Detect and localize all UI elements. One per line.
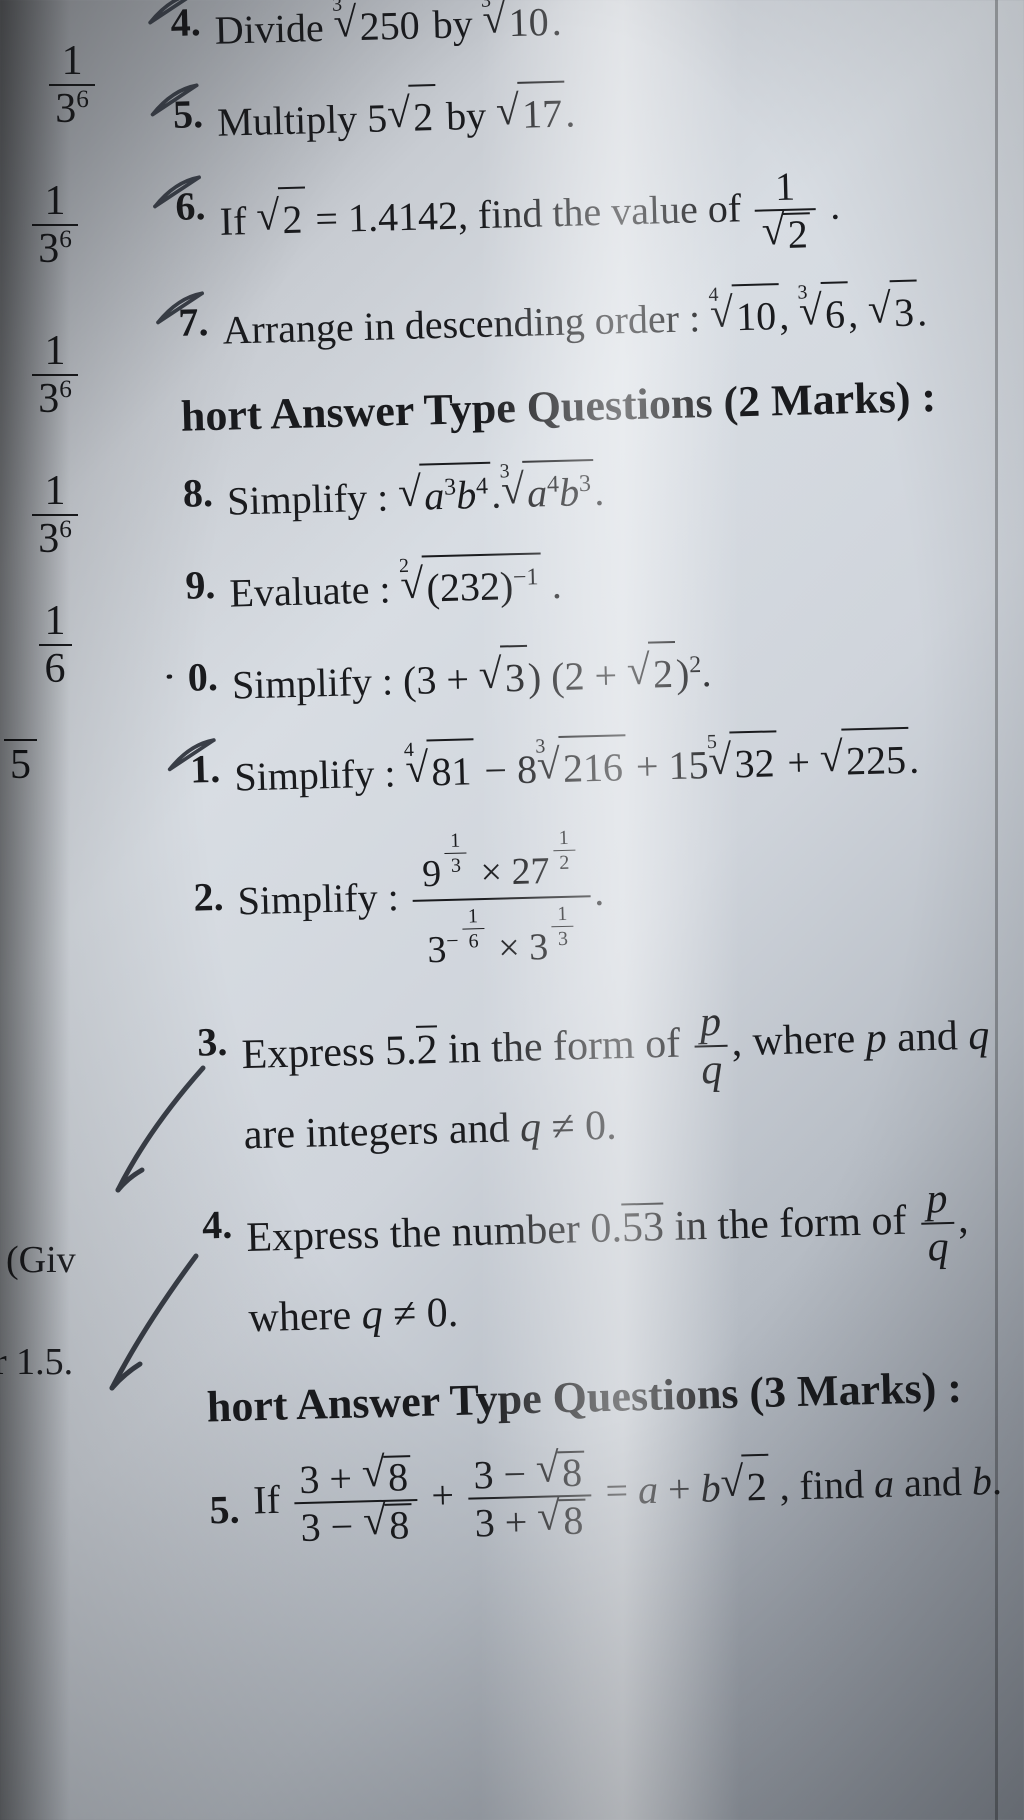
qnum-8-text: 8. bbox=[182, 470, 213, 516]
margin-frac-3: 136 bbox=[0, 330, 110, 420]
qnum-12: 2. bbox=[152, 837, 238, 922]
qnum-14-text: 4. bbox=[202, 1202, 233, 1248]
qnum-4-text: 4. bbox=[170, 0, 201, 45]
qnum-5: 5. bbox=[132, 90, 217, 139]
side-note-r15: r 1.5. bbox=[0, 1340, 73, 1384]
qnum-10: ··0. bbox=[147, 653, 232, 702]
qnum-7: 7. bbox=[138, 298, 223, 347]
qnum-7-text: 7. bbox=[178, 299, 209, 345]
qtext-4: Divide 3250 by 310. bbox=[214, 0, 1001, 62]
qnum-6-text: 6. bbox=[175, 183, 206, 229]
margin-frac-1: = 136 bbox=[0, 40, 110, 130]
qtext-10: Simplify : (3 + 3) (2 + 2)2. bbox=[231, 632, 1018, 717]
qtext-11: Simplify : 481 − 83216 + 15532 + 225. bbox=[234, 724, 1021, 809]
margin-frac-6: 5 bbox=[0, 735, 114, 785]
page-shade-left-overlay bbox=[0, 0, 70, 1820]
qnum-15-text: 5. bbox=[209, 1486, 240, 1532]
qnum-8: 8. bbox=[142, 469, 227, 518]
question-12: 2. Simplify : 913 × 2712 3−16 × 313 . bbox=[152, 816, 1024, 976]
qtext-8: Simplify : a3b4.3a4b3. bbox=[226, 448, 1013, 533]
qnum-14: 4. bbox=[161, 1197, 246, 1250]
heading-short-answer-3m: hort Answer Type Questions (3 Marks) : bbox=[206, 1359, 1024, 1432]
question-9: 9. Evaluate : 2(232)−1 . bbox=[145, 540, 1016, 627]
margin-frac-2: 136 bbox=[0, 180, 110, 270]
question-14: 4. Express the number 0.53 in the form o… bbox=[161, 1176, 1024, 1354]
question-13: 3. Express 5.2 in the form of pq, where … bbox=[157, 993, 1024, 1171]
margin-frac-5: 16 bbox=[0, 600, 110, 690]
qnum-9: 9. bbox=[145, 561, 230, 610]
margin-frac-4: 136 bbox=[0, 470, 110, 560]
qtext-6: If 2 = 1.4142, find the value of 12 . bbox=[219, 161, 1007, 270]
qnum-12-text: 2. bbox=[193, 874, 224, 920]
qnum-15: 5. bbox=[168, 1459, 254, 1534]
question-10: ··0. Simplify : (3 + 3) (2 + 2)2. bbox=[147, 632, 1018, 719]
side-note-giv: (Giv bbox=[6, 1238, 76, 1282]
qnum-6: 6. bbox=[135, 182, 220, 231]
qtext-12: Simplify : 913 × 2712 3−16 × 313 . bbox=[236, 816, 1024, 974]
question-6: 6. If 2 = 1.4142, find the value of 12 . bbox=[135, 161, 1007, 272]
qnum-11: 1. bbox=[150, 745, 235, 794]
qtext-13: Express 5.2 in the form of pq, where p a… bbox=[241, 993, 1024, 1169]
question-4: 4. Divide 3250 by 310. bbox=[130, 0, 1001, 64]
qnum-11-text: 1. bbox=[190, 746, 221, 792]
qnum-5-text: 5. bbox=[172, 91, 203, 137]
qnum-13: 3. bbox=[157, 1014, 242, 1067]
question-11: 1. Simplify : 481 − 83216 + 15532 + 225. bbox=[150, 724, 1021, 811]
qnum-13-text: 3. bbox=[197, 1019, 228, 1065]
main-content-column: 4. Divide 3250 by 310. 5. Multiply 52 by… bbox=[130, 0, 1024, 1579]
question-7: 7. Arrange in descending order : 410, 36… bbox=[138, 277, 1009, 364]
question-5: 5. Multiply 52 by 17. bbox=[132, 69, 1003, 156]
qnum-4: 4. bbox=[130, 0, 215, 47]
qtext-15: If 3 + 8 3 − 8 + 3 − 8 3 + 8 = a + b2 , … bbox=[252, 1438, 1024, 1549]
qnum-10-text: 0. bbox=[187, 654, 218, 700]
qtext-5: Multiply 52 by 17. bbox=[216, 69, 1003, 154]
qtext-14: Express the number 0.53 in the form of p… bbox=[245, 1176, 1024, 1352]
qtext-9: Evaluate : 2(232)−1 . bbox=[229, 540, 1016, 625]
question-8: 8. Simplify : a3b4.3a4b3. bbox=[142, 448, 1013, 535]
qnum-9-text: 9. bbox=[185, 562, 216, 608]
qtext-7: Arrange in descending order : 410, 36, 3… bbox=[222, 277, 1009, 362]
question-15: 5. If 3 + 8 3 − 8 + 3 − 8 3 + 8 = a + b2… bbox=[168, 1438, 1024, 1551]
heading-short-answer-2m: hort Answer Type Questions (2 Marks) : bbox=[180, 369, 1011, 442]
